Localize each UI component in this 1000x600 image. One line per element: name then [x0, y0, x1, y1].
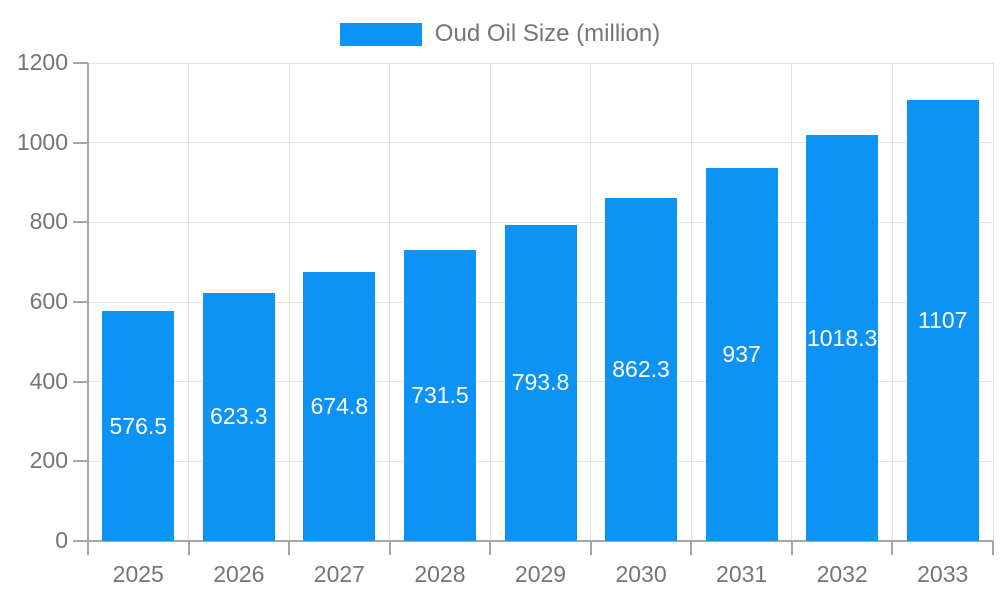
legend-swatch — [339, 22, 422, 46]
v-gridline — [489, 63, 491, 541]
y-tick-label: 800 — [29, 208, 68, 235]
y-tick-label: 600 — [29, 288, 68, 315]
y-tick-label: 400 — [29, 367, 68, 394]
x-tick-label: 2029 — [514, 561, 567, 587]
bar-value-label: 793.8 — [511, 369, 570, 396]
bar[interactable]: 937 — [705, 167, 778, 541]
v-gridline — [791, 63, 793, 541]
y-tick — [73, 540, 88, 542]
v-gridline — [389, 63, 391, 541]
x-tick-label: 2028 — [414, 561, 466, 587]
y-axis-line — [87, 63, 89, 541]
x-axis-line — [88, 540, 993, 542]
h-gridline — [88, 221, 993, 223]
x-tick — [891, 541, 894, 555]
bar-value-label: 674.8 — [310, 393, 369, 420]
y-tick-label: 200 — [29, 447, 68, 474]
bar-value-label: 862.3 — [612, 355, 670, 382]
v-gridline — [288, 63, 290, 541]
v-gridline — [188, 63, 190, 541]
x-tick-label: 2030 — [615, 561, 667, 587]
x-tick — [589, 541, 592, 555]
bar[interactable]: 623.3 — [202, 292, 275, 541]
x-tick — [690, 541, 693, 555]
legend-label: Oud Oil Size (million) — [434, 20, 661, 47]
bar[interactable]: 1018.3 — [806, 135, 879, 541]
v-gridline — [992, 63, 994, 541]
x-tick — [489, 541, 492, 555]
y-tick — [73, 141, 88, 144]
h-gridline — [88, 142, 993, 144]
bar-value-label: 576.5 — [109, 412, 168, 439]
v-gridline — [690, 63, 692, 541]
bar-value-label: 623.3 — [210, 403, 268, 430]
x-tick-label: 2033 — [917, 561, 969, 587]
bar[interactable]: 793.8 — [504, 224, 577, 541]
x-tick-label: 2026 — [213, 561, 265, 587]
x-tick — [388, 541, 391, 555]
y-tick — [73, 221, 88, 224]
bar-value-label: 1107 — [917, 307, 968, 333]
bar[interactable]: 1107 — [906, 100, 979, 541]
bar[interactable]: 674.8 — [303, 272, 376, 541]
y-tick-label: 1000 — [16, 128, 68, 155]
bar-value-label: 731.5 — [411, 381, 469, 408]
y-tick-label: 0 — [55, 527, 68, 554]
legend: Oud Oil Size (million) — [0, 20, 1000, 48]
x-tick-label: 2027 — [313, 561, 365, 587]
x-tick-label: 2032 — [816, 561, 868, 587]
x-tick — [790, 541, 793, 555]
x-tick — [288, 541, 291, 555]
v-gridline — [891, 63, 893, 541]
bar-value-label: 937 — [722, 340, 761, 367]
y-tick — [73, 301, 88, 303]
x-tick-label: 2025 — [112, 561, 164, 587]
x-tick — [87, 541, 89, 555]
bar[interactable]: 862.3 — [605, 197, 678, 541]
y-tick — [73, 460, 88, 463]
h-gridline — [88, 62, 993, 64]
y-tick-label: 1200 — [16, 49, 68, 76]
y-tick — [73, 380, 88, 383]
x-tick-label: 2031 — [716, 561, 768, 587]
bar[interactable]: 731.5 — [403, 249, 476, 541]
y-tick — [73, 62, 88, 64]
x-tick — [187, 541, 190, 555]
v-gridline — [590, 63, 592, 541]
x-tick — [992, 541, 994, 555]
legend-item[interactable]: Oud Oil Size (million) — [339, 20, 661, 48]
bar[interactable]: 576.5 — [102, 311, 175, 541]
bar-value-label: 1018.3 — [806, 324, 878, 351]
